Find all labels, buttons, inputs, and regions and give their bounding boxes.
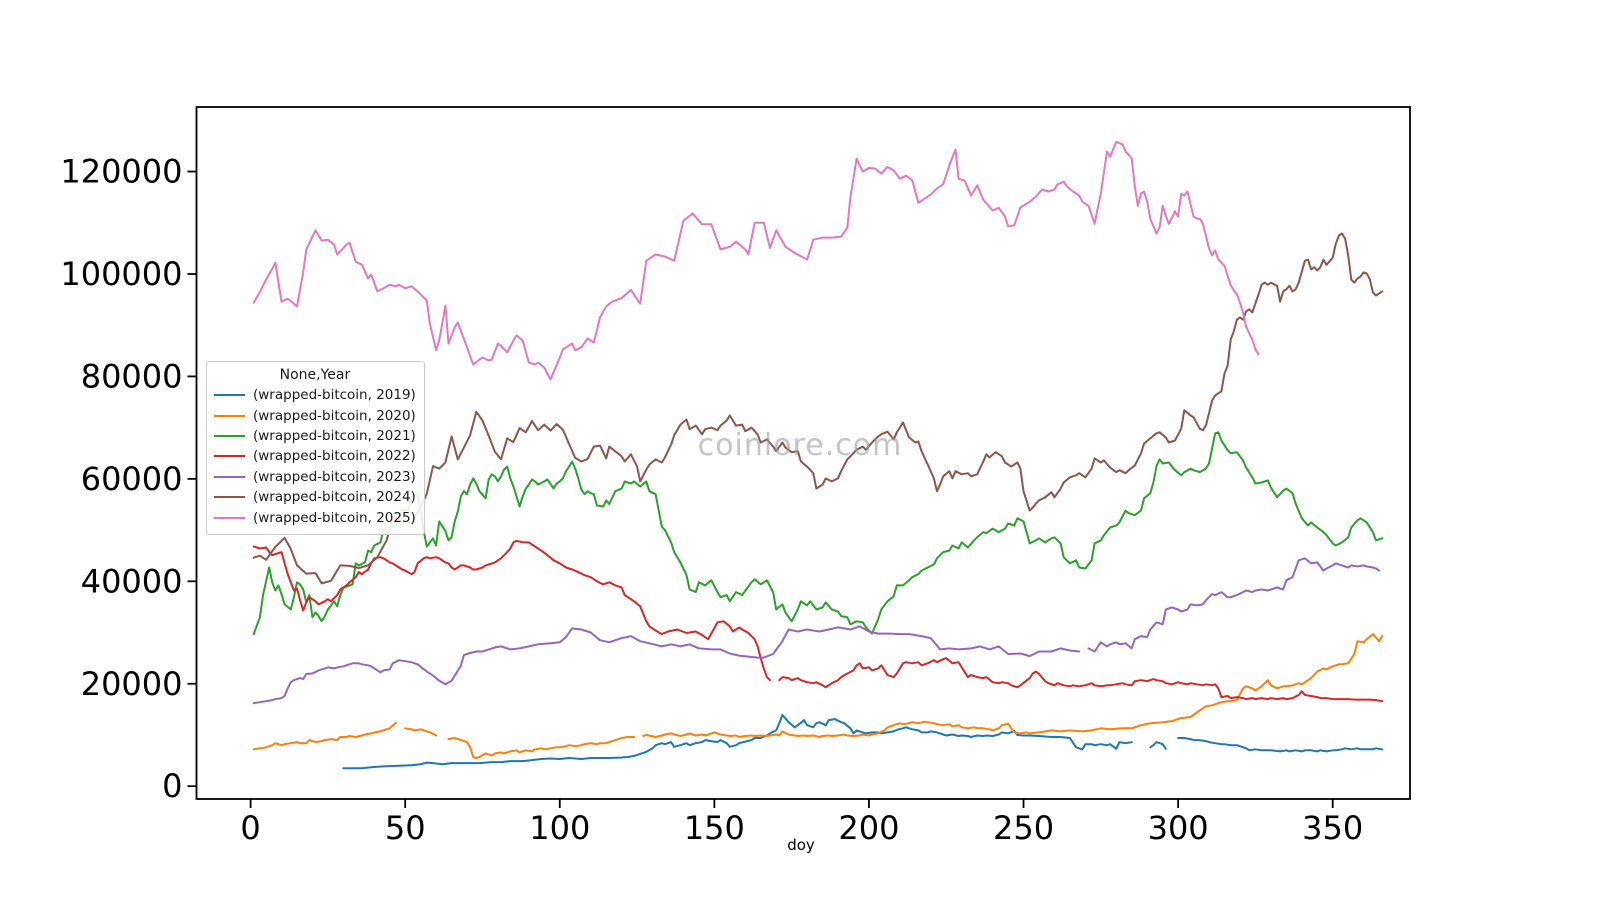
legend-label: (wrapped-bitcoin, 2020): [253, 407, 416, 424]
legend-entry: (wrapped-bitcoin, 2025): [214, 507, 416, 527]
legend-label: (wrapped-bitcoin, 2022): [253, 448, 416, 465]
legend-rows: (wrapped-bitcoin, 2019) (wrapped-bitcoin,…: [214, 385, 416, 528]
legend-line-swatch: [214, 516, 245, 519]
x-tick-label: 250: [993, 809, 1054, 847]
series-line-wrappedbitcoin2020: [642, 633, 1384, 738]
series-line-wrappedbitcoin2022: [252, 539, 771, 682]
x-tick-label: 300: [1148, 809, 1209, 847]
series-line-wrappedbitcoin2019: [1177, 737, 1384, 753]
x-tick-label: 50: [385, 809, 426, 847]
legend-line-swatch: [214, 394, 245, 397]
y-tick-label: 120000: [60, 153, 182, 191]
legend: None,Year (wrapped-bitcoin, 2019) (wrappe…: [206, 361, 425, 535]
plot-area-border: [195, 106, 1411, 800]
x-tick-label: 100: [529, 809, 590, 847]
legend-entry: (wrapped-bitcoin, 2021): [214, 426, 416, 446]
y-tick-label: 20000: [81, 665, 183, 703]
x-axis-label: doy: [787, 836, 815, 854]
legend-entry: (wrapped-bitcoin, 2019): [214, 385, 416, 405]
series-line-wrappedbitcoin2020: [447, 736, 635, 759]
series-line-wrappedbitcoin2020: [252, 721, 397, 751]
y-tick-label: 60000: [81, 460, 183, 498]
watermark-text: coinlore.com: [698, 428, 903, 463]
series-line-wrappedbitcoin2023: [252, 625, 1081, 705]
legend-entry: (wrapped-bitcoin, 2022): [214, 446, 416, 466]
legend-label: (wrapped-bitcoin, 2024): [253, 489, 416, 506]
legend-line-swatch: [214, 434, 245, 437]
legend-line-swatch: [214, 475, 245, 478]
legend-label: (wrapped-bitcoin, 2019): [253, 387, 416, 404]
legend-label: (wrapped-bitcoin, 2023): [253, 468, 416, 485]
legend-line-swatch: [214, 496, 245, 499]
x-tick-label: 350: [1302, 809, 1363, 847]
axis-ticks: 0 20000 40000 60000 80000 100000 120000 0 50 100 1…: [60, 153, 1363, 847]
y-tick-label: 40000: [81, 562, 183, 600]
legend-entry: (wrapped-bitcoin, 2024): [214, 487, 416, 507]
x-tick-label: 200: [838, 809, 899, 847]
series-line-wrappedbitcoin2023: [1087, 557, 1381, 653]
legend-line-swatch: [214, 414, 245, 417]
series-line-wrappedbitcoin2020: [404, 727, 438, 737]
plot-frame: [195, 106, 1411, 800]
legend-label: (wrapped-bitcoin, 2025): [253, 509, 416, 526]
series-line-wrappedbitcoin2019: [1149, 741, 1167, 750]
legend-line-swatch: [214, 455, 245, 458]
x-tick-label: 150: [684, 809, 745, 847]
legend-label: (wrapped-bitcoin, 2021): [253, 427, 416, 444]
series-line-wrappedbitcoin2022: [778, 657, 1384, 703]
x-tick-label: 0: [240, 809, 260, 847]
series-lines: [252, 140, 1384, 770]
legend-entry: (wrapped-bitcoin, 2023): [214, 467, 416, 487]
y-tick-label: 0: [162, 767, 182, 805]
y-tick-label: 80000: [81, 357, 183, 395]
legend-title: None,Year: [279, 367, 351, 383]
y-tick-label: 100000: [60, 255, 182, 293]
series-line-wrappedbitcoin2024: [252, 232, 1384, 585]
legend-entry: (wrapped-bitcoin, 2020): [214, 405, 416, 425]
series-line-wrappedbitcoin2019: [342, 714, 1133, 770]
series-line-wrappedbitcoin2025: [252, 140, 1260, 381]
